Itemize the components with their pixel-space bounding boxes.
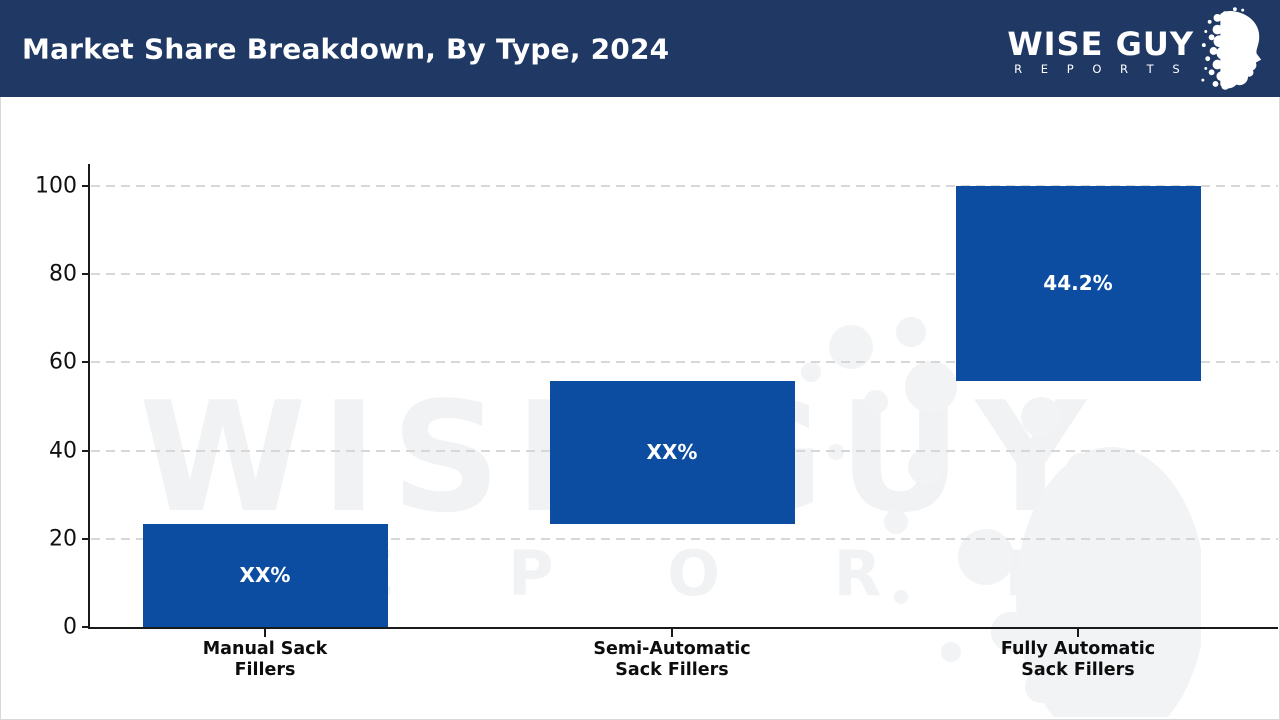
x-category-label: Manual Sack Fillers bbox=[105, 639, 425, 681]
logo-line1: WISE GUY bbox=[1007, 24, 1194, 63]
y-tick-mark bbox=[82, 537, 89, 540]
bar-value-label: XX% bbox=[646, 440, 698, 465]
bar-value-label: XX% bbox=[239, 563, 291, 588]
chart-body: WISE GUY R E P O R T S 0 20 40 60 80 100 XX% Ma… bbox=[0, 97, 1280, 720]
x-category-label-line: Manual Sack bbox=[202, 639, 328, 659]
y-gridline bbox=[91, 361, 1278, 364]
bar-segment: XX% bbox=[142, 523, 388, 627]
y-tick-label: 100 bbox=[35, 173, 77, 199]
x-category-label-line: Semi-Automatic bbox=[593, 639, 751, 659]
x-category-label-line: Fillers bbox=[234, 660, 296, 680]
wiseguy-logo: WISE GUY R E P O R T S bbox=[1007, 6, 1266, 92]
wiseguy-head-icon bbox=[1201, 7, 1262, 90]
y-tick-mark bbox=[82, 449, 89, 452]
bar-segment: XX% bbox=[549, 380, 795, 524]
y-tick-label: 0 bbox=[63, 614, 77, 640]
x-axis-spine bbox=[88, 627, 1278, 629]
x-category-label: Semi-Automatic Sack Fillers bbox=[512, 639, 832, 681]
x-tick-mark bbox=[264, 629, 266, 637]
y-tick-label: 40 bbox=[49, 438, 77, 464]
x-category-label-line: Sack Fillers bbox=[615, 660, 729, 680]
bar-value-label: 44.2% bbox=[1043, 271, 1113, 296]
y-tick-label: 20 bbox=[49, 526, 77, 552]
y-gridline bbox=[91, 273, 1278, 276]
y-tick-mark bbox=[82, 273, 89, 276]
y-axis-spine bbox=[88, 164, 90, 629]
logo-line2: R E P O R T S bbox=[1014, 61, 1188, 76]
header: Market Share Breakdown, By Type, 2024 WI… bbox=[0, 0, 1280, 97]
y-tick-mark bbox=[82, 185, 89, 187]
y-tick-mark bbox=[82, 626, 89, 628]
y-gridline bbox=[91, 537, 1278, 540]
x-category-label-line: Sack Fillers bbox=[1021, 660, 1135, 680]
x-tick-mark bbox=[671, 629, 673, 637]
x-category-label: Fully Automatic Sack Fillers bbox=[918, 639, 1238, 681]
wiseguy-logo-text: WISE GUY R E P O R T S bbox=[1007, 27, 1194, 76]
page-title: Market Share Breakdown, By Type, 2024 bbox=[22, 32, 670, 65]
y-tick-mark bbox=[82, 361, 89, 364]
y-tick-label: 60 bbox=[49, 349, 77, 375]
x-category-label-line: Fully Automatic bbox=[1000, 639, 1156, 659]
x-tick-mark bbox=[1077, 629, 1079, 637]
y-tick-label: 80 bbox=[49, 261, 77, 287]
y-gridline bbox=[91, 185, 1278, 187]
bar-segment: 44.2% bbox=[955, 186, 1201, 381]
